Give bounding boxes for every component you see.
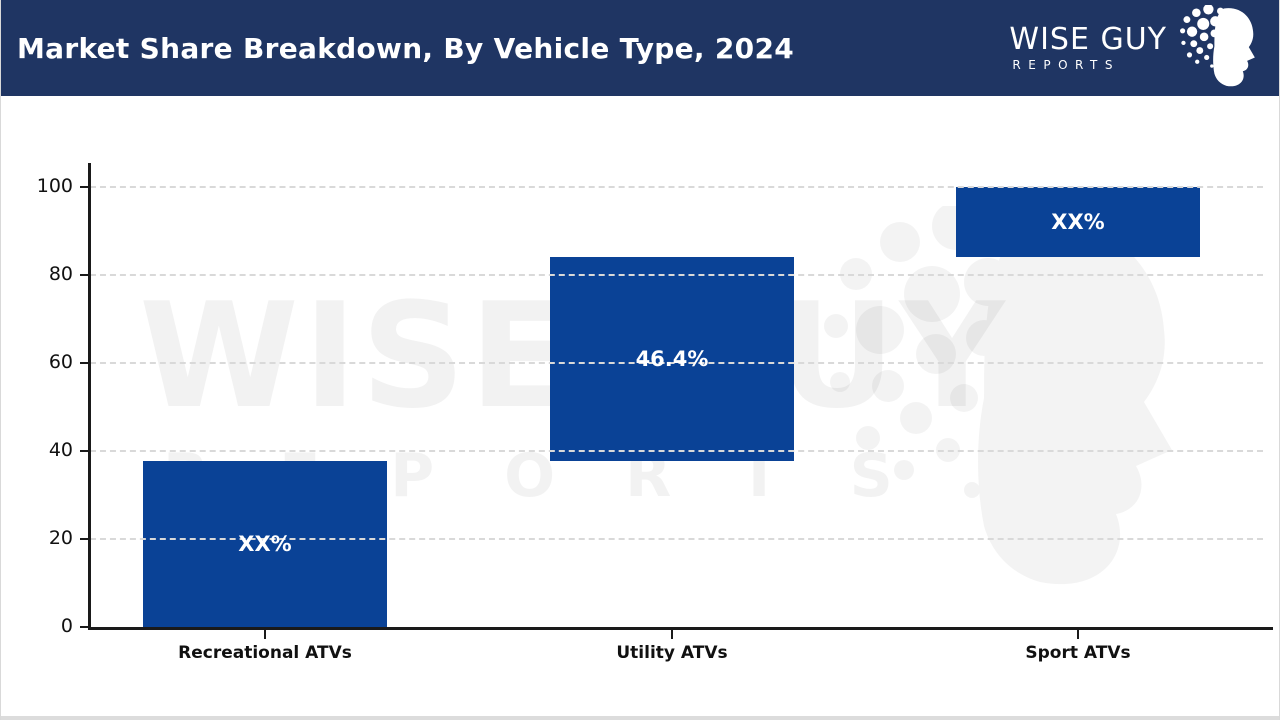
gridline	[90, 538, 1263, 540]
y-axis-tick-label: 60	[48, 351, 73, 373]
x-tickmark	[1077, 630, 1079, 639]
bar-value-label: XX%	[238, 532, 292, 557]
y-axis-tick-label: 40	[48, 439, 73, 461]
bar	[143, 461, 387, 627]
watermark-face-icon	[824, 206, 1172, 585]
y-tickmark	[80, 186, 90, 188]
bar	[956, 187, 1200, 257]
brand-name: WISE GUY	[1009, 22, 1167, 57]
gridline	[90, 274, 1263, 276]
bar	[550, 256, 794, 462]
y-axis-tick-label: 20	[48, 527, 73, 549]
y-tickmark	[80, 274, 90, 276]
header-bar: Market Share Breakdown, By Vehicle Type,…	[1, 0, 1279, 96]
x-tickmark	[264, 630, 266, 639]
x-axis-tick-label: Utility ATVs	[616, 643, 728, 663]
y-axis-tick-label: 80	[48, 263, 73, 285]
bottom-edge-strip	[1, 716, 1279, 720]
y-tickmark	[80, 450, 90, 452]
y-tickmark	[80, 362, 90, 364]
brand-logo: WISE GUY REPORTS	[1009, 5, 1263, 91]
y-axis-tick-label: 0	[60, 615, 73, 637]
x-axis-spine	[88, 627, 1273, 630]
x-axis-tick-label: Recreational ATVs	[178, 643, 352, 663]
gridline	[90, 450, 1263, 452]
gridline	[90, 186, 1263, 188]
gridline	[90, 362, 1263, 364]
plot-area: WISE GUY REPORTS 0 20 40 60 80 100 XX% Recreati…	[1, 96, 1279, 720]
x-axis-tick-label: Sport ATVs	[1025, 643, 1131, 663]
y-tickmark	[80, 626, 90, 628]
face-profile-icon	[1180, 5, 1255, 87]
brand-subtitle: REPORTS	[1012, 58, 1120, 72]
y-axis-tick-label: 100	[36, 175, 73, 197]
y-tickmark	[80, 538, 90, 540]
bar-value-label: XX%	[1051, 209, 1105, 234]
y-axis-spine	[88, 163, 91, 630]
bar-value-label: 46.4%	[635, 347, 709, 372]
x-tickmark	[671, 630, 673, 639]
page-title: Market Share Breakdown, By Vehicle Type,…	[17, 31, 795, 65]
brand-logo-text: WISE GUY REPORTS	[1009, 22, 1167, 72]
